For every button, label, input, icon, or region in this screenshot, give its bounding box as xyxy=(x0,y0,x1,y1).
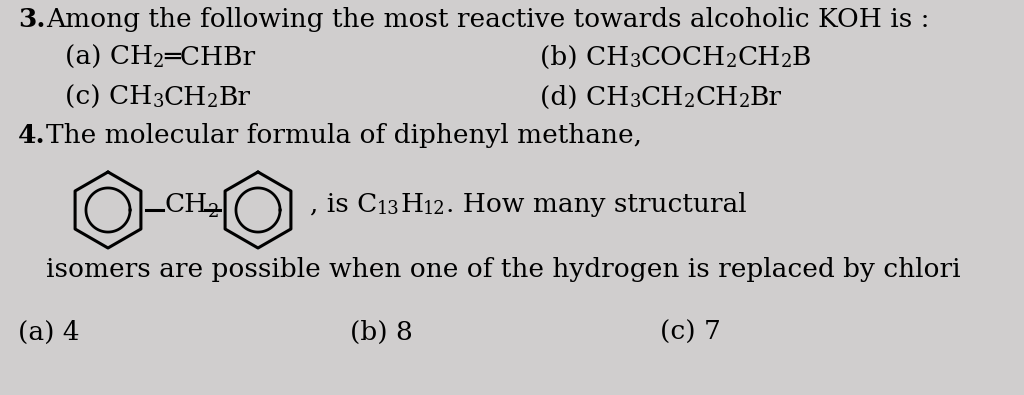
Text: (b) CH: (b) CH xyxy=(540,45,630,70)
Text: (c) 7: (c) 7 xyxy=(660,320,721,345)
Text: Br: Br xyxy=(750,85,782,110)
Text: CH: CH xyxy=(695,85,738,110)
Text: 2: 2 xyxy=(154,53,165,71)
Text: B: B xyxy=(792,45,811,70)
Text: (d) CH: (d) CH xyxy=(540,85,630,110)
Text: 2: 2 xyxy=(738,93,750,111)
Text: CH: CH xyxy=(737,45,780,70)
Text: 2: 2 xyxy=(726,53,737,71)
Text: 2: 2 xyxy=(780,53,792,71)
Text: 3: 3 xyxy=(153,93,164,111)
Text: H: H xyxy=(400,192,423,217)
Text: , is C: , is C xyxy=(310,192,377,217)
Text: (b) 8: (b) 8 xyxy=(350,320,413,345)
Text: isomers are possible when one of the hydrogen is replaced by chlori: isomers are possible when one of the hyd… xyxy=(46,257,961,282)
Text: 3: 3 xyxy=(630,93,641,111)
Text: 2: 2 xyxy=(207,93,218,111)
Text: (a) CH: (a) CH xyxy=(65,45,154,70)
Text: 3.: 3. xyxy=(18,7,45,32)
Text: Among the following the most reactive towards alcoholic KOH is :: Among the following the most reactive to… xyxy=(46,7,930,32)
Text: ═CHBr: ═CHBr xyxy=(165,45,256,70)
Text: CH: CH xyxy=(165,192,208,217)
Text: 13: 13 xyxy=(377,200,400,218)
Text: . How many structural: . How many structural xyxy=(445,192,746,217)
Text: (c) CH: (c) CH xyxy=(65,85,153,110)
Text: 3: 3 xyxy=(630,53,641,71)
Text: COCH: COCH xyxy=(641,45,726,70)
Text: CH: CH xyxy=(164,85,207,110)
Text: CH: CH xyxy=(641,85,684,110)
Text: 12: 12 xyxy=(423,200,445,218)
Text: Br: Br xyxy=(218,85,251,110)
Text: The molecular formula of diphenyl methane,: The molecular formula of diphenyl methan… xyxy=(46,123,642,148)
Text: 4.: 4. xyxy=(18,123,46,148)
Text: (a) 4: (a) 4 xyxy=(18,320,80,345)
Text: 2: 2 xyxy=(208,203,219,221)
Text: 2: 2 xyxy=(684,93,695,111)
